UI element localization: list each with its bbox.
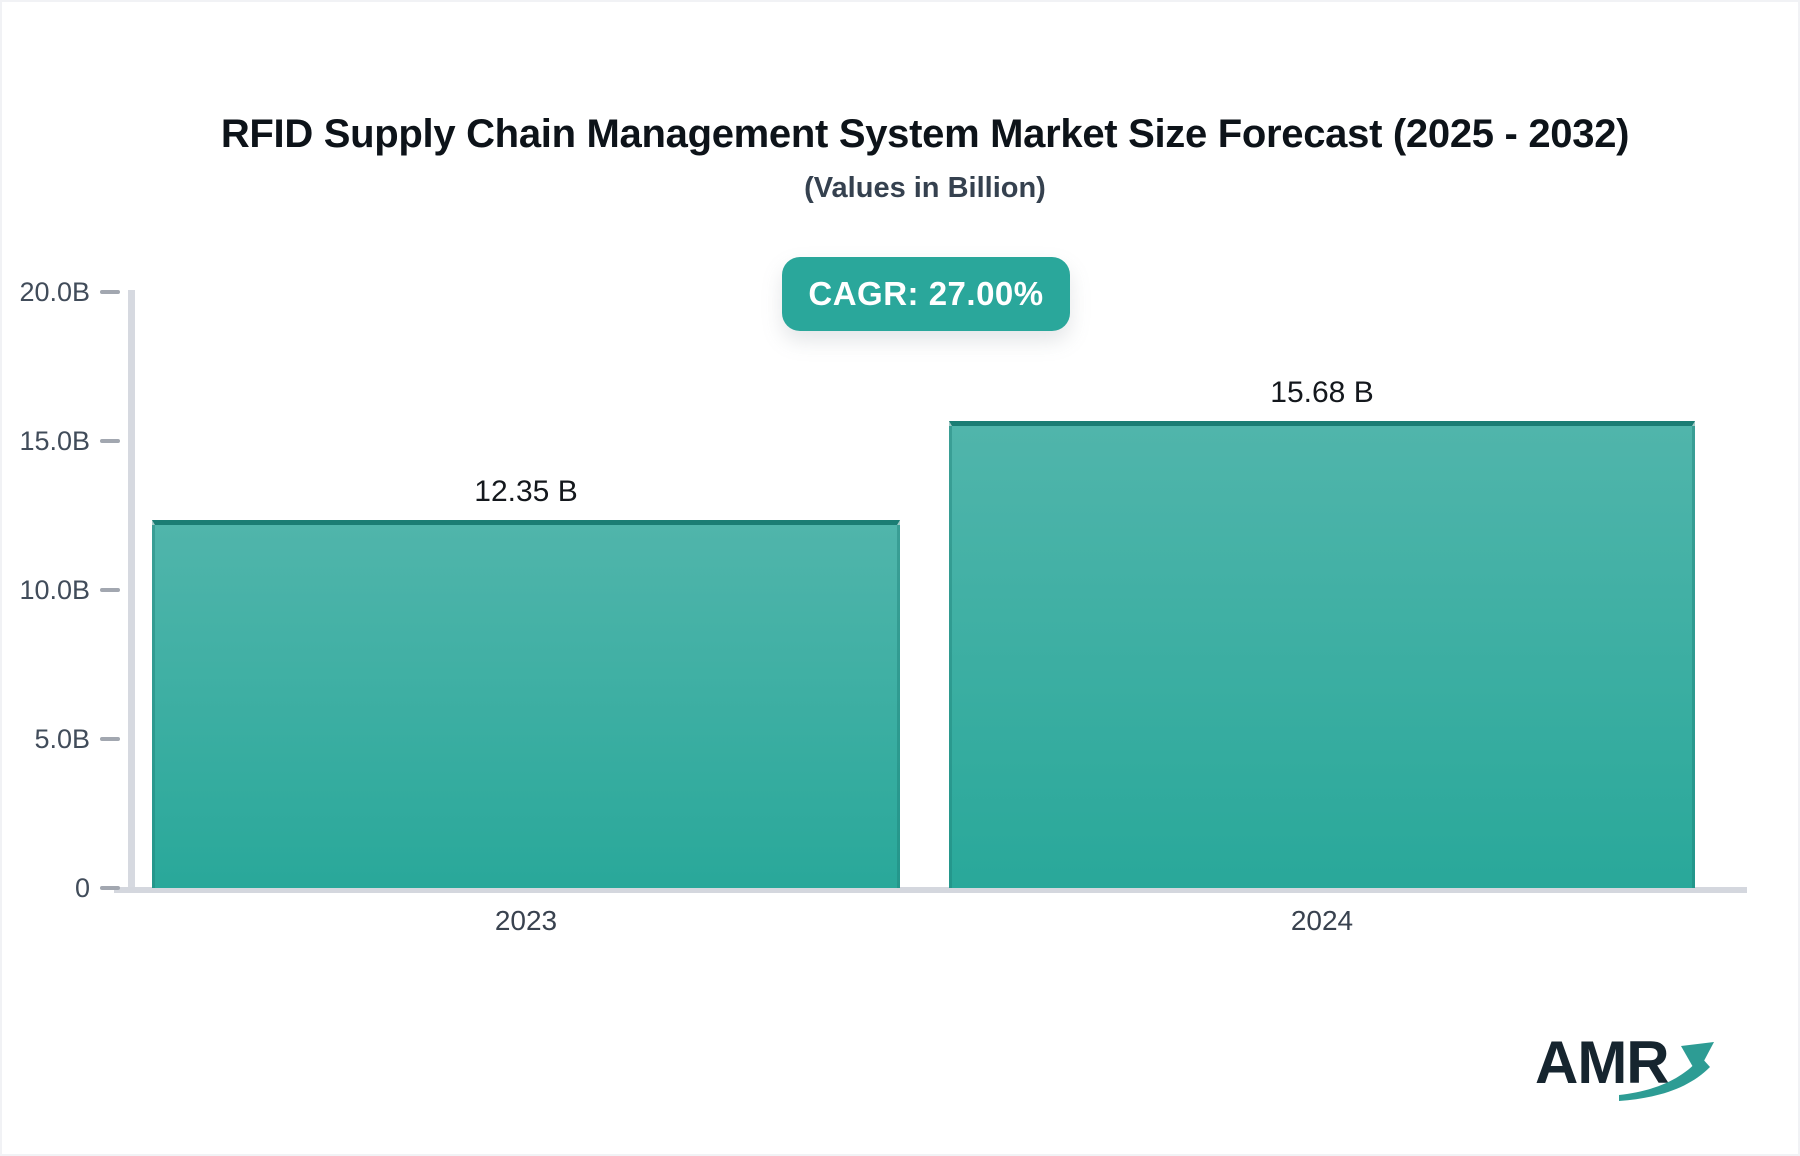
amr-logo-text: AMR — [1535, 1029, 1670, 1096]
cagr-badge-label: CAGR: 27.00% — [808, 275, 1044, 312]
chart-subtitle: (Values in Billion) — [804, 172, 1046, 204]
bar-2023 — [152, 519, 900, 888]
y-axis-tick-label: 0 — [74, 873, 90, 903]
chart-title: RFID Supply Chain Management System Mark… — [220, 112, 1630, 156]
y-axis-tick-label: 5.0B — [34, 724, 90, 754]
y-axis-tick-label: 10.0B — [19, 575, 90, 605]
y-axis-tick-mark — [100, 737, 120, 741]
y-axis-tick-mark — [100, 588, 120, 592]
amr-logo: AMR — [1535, 1030, 1735, 1120]
x-axis-label: 2024 — [1290, 905, 1354, 936]
y-axis-tick-mark — [100, 439, 120, 443]
bar-2024 — [949, 420, 1695, 888]
bar-value-label: 15.68 B — [1270, 375, 1374, 409]
y-axis-tick-label: 15.0B — [19, 426, 90, 456]
x-axis-line — [114, 887, 1747, 893]
cagr-badge: CAGR: 27.00% — [782, 257, 1070, 331]
y-axis-tick-mark — [100, 886, 120, 890]
growth-arrow-icon — [1619, 1042, 1714, 1101]
y-axis-line — [128, 290, 135, 893]
x-axis-label: 2023 — [494, 905, 558, 936]
y-axis-tick-mark — [100, 290, 120, 294]
y-axis-tick-label: 20.0B — [19, 277, 90, 307]
bar-value-label: 12.35 B — [474, 474, 578, 508]
